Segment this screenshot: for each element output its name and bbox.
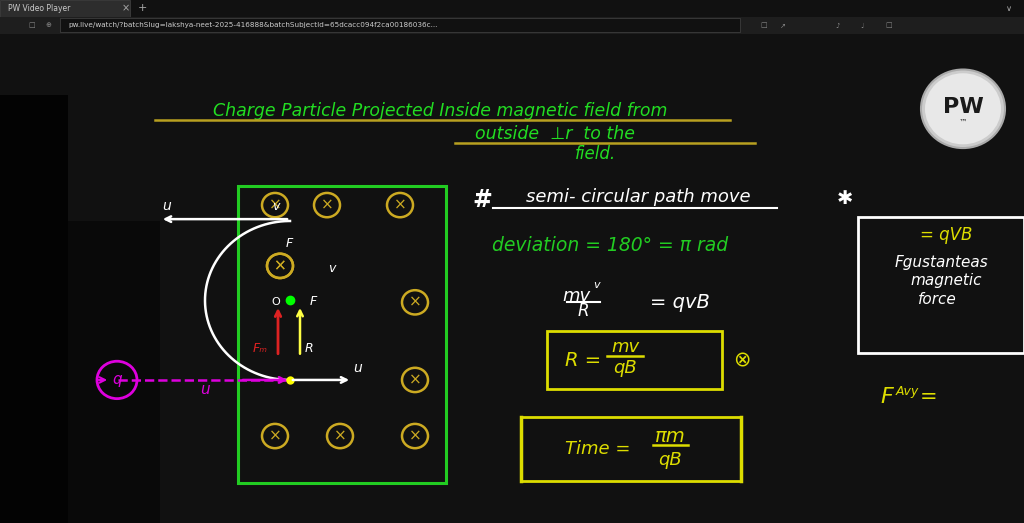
Text: R =: R = [565,351,601,370]
Text: u: u [200,382,210,397]
Circle shape [921,70,1005,148]
Text: O: O [271,298,281,308]
Text: Fₘ: Fₘ [253,342,268,355]
Bar [0,0,130,17]
Text: □: □ [28,22,35,28]
Text: magnetic: magnetic [910,274,981,288]
Text: PW: PW [943,97,983,117]
Text: ×: × [273,258,287,274]
Text: ∨: ∨ [1006,4,1012,13]
Text: v: v [328,263,336,276]
Text: ™: ™ [958,118,968,127]
Text: ×: × [273,258,287,274]
Text: F: F [286,237,293,250]
Text: ⊗: ⊗ [733,350,751,370]
Text: ×: × [409,428,421,444]
Text: outside  ⊥r  to the: outside ⊥r to the [475,125,635,143]
Text: ×: × [321,198,334,213]
Text: force: force [918,292,956,307]
Bar [858,217,1024,353]
Text: ×: × [122,4,130,14]
Bar [547,332,722,389]
Circle shape [925,73,1001,144]
Text: Charge Particle Projected Inside magnetic field from: Charge Particle Projected Inside magneti… [213,101,668,120]
Text: #: # [472,188,492,212]
Text: ×: × [409,372,421,388]
Text: = qVB: = qVB [920,226,973,244]
Text: ×: × [409,295,421,310]
Bar [0,0,1024,17]
Text: R: R [578,302,589,320]
Text: semi- circular path move: semi- circular path move [525,188,751,206]
Bar [60,18,740,32]
Text: qB: qB [613,359,637,377]
Text: ⊕: ⊕ [45,22,51,28]
Bar [0,17,1024,34]
Text: ×: × [393,198,407,213]
Text: ×: × [334,428,346,444]
Text: πm: πm [654,427,685,446]
Text: □: □ [760,22,767,28]
Text: u: u [353,361,361,376]
Text: mv: mv [562,287,590,305]
Text: qB: qB [658,451,682,469]
Text: u: u [162,199,171,213]
Text: R: R [305,342,313,355]
Text: PW Video Player: PW Video Player [8,4,71,13]
Text: pw.live/watch/?batchSlug=lakshya-neet-2025-416888&batchSubjectId=65dcacc094f2ca0: pw.live/watch/?batchSlug=lakshya-neet-20… [68,22,437,28]
Text: deviation = 180° = π rad: deviation = 180° = π rad [492,236,728,255]
Text: ✱: ✱ [837,189,853,208]
Text: ↗: ↗ [780,22,785,28]
Text: v: v [594,280,600,290]
Bar [0,221,160,523]
Bar [521,417,741,481]
Text: ×: × [268,428,282,444]
Text: □: □ [885,22,892,28]
Text: v: v [272,200,280,213]
Text: Time =: Time = [565,440,631,458]
Text: mv: mv [611,338,639,356]
Text: ♪: ♪ [835,22,840,28]
Text: +: + [138,4,147,14]
Text: Avy: Avy [896,384,920,397]
Text: field.: field. [574,145,615,163]
Text: ♩: ♩ [860,22,863,28]
Text: q: q [113,372,122,388]
Text: =: = [920,387,938,407]
Text: F: F [310,295,317,308]
Text: = qvB: = qvB [650,293,710,312]
Text: F: F [880,387,893,407]
Bar [0,95,68,523]
Text: Fgustanteas: Fgustanteas [895,255,989,270]
Text: ×: × [268,198,282,213]
Bar [0,95,68,523]
